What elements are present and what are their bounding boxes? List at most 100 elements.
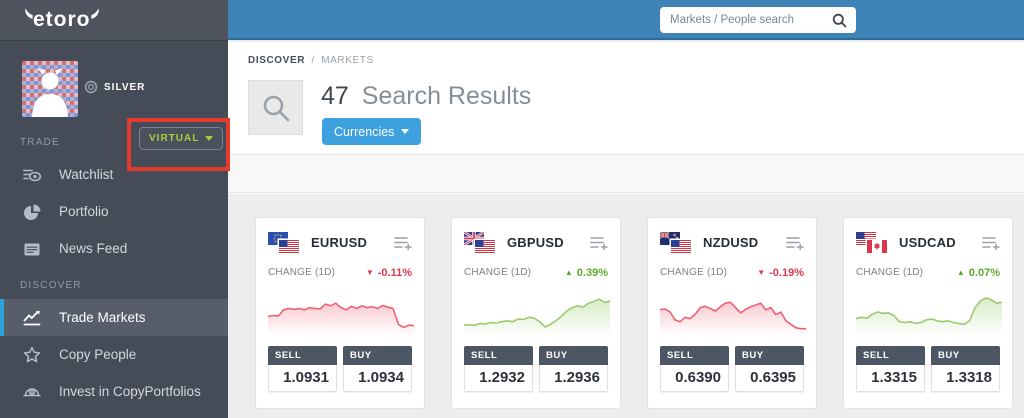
buy-price: 1.2936 xyxy=(539,365,608,392)
sidebar-nav: Watchlist Portfolio News Feed DISCOVER T… xyxy=(0,156,228,410)
currency-pair-flags xyxy=(856,232,887,253)
currency-pair-flags xyxy=(660,232,691,253)
breadcrumb-separator: / xyxy=(311,55,315,66)
sidebar-item-label: Trade Markets xyxy=(59,310,146,325)
add-to-watchlist-icon[interactable] xyxy=(786,236,804,250)
breadcrumb-discover[interactable]: DISCOVER xyxy=(248,55,306,66)
change-value: ▼ -0.11% xyxy=(366,267,412,279)
main-content: DISCOVER / MARKETS 47 Search Results Cur… xyxy=(228,42,1024,418)
buy-label: BUY xyxy=(931,346,1000,365)
sidebar-item-portfolio[interactable]: Portfolio xyxy=(0,193,228,230)
quote-currency-flag-icon xyxy=(475,240,495,253)
portfolio-pie-icon xyxy=(24,204,41,220)
topbar xyxy=(228,0,1024,40)
sidebar-item-watchlist[interactable]: Watchlist xyxy=(0,156,228,193)
change-percent: 0.39% xyxy=(576,267,608,279)
sidebar-item-label: Watchlist xyxy=(59,167,114,182)
filter-band xyxy=(228,154,1024,193)
change-label: CHANGE (1D) xyxy=(464,267,532,278)
global-search-box[interactable] xyxy=(660,7,856,33)
buy-button[interactable]: BUY 0.6395 xyxy=(735,346,804,392)
change-value: ▼ -0.19% xyxy=(757,267,804,279)
sidebar-item-news-feed[interactable]: News Feed xyxy=(0,230,228,267)
change-label: CHANGE (1D) xyxy=(660,267,728,278)
change-value: ▲ 0.39% xyxy=(565,267,608,279)
badge-label: SILVER xyxy=(104,81,146,93)
sidebar-header: etoro xyxy=(0,0,228,41)
instrument-symbol[interactable]: USDCAD xyxy=(899,235,956,250)
membership-badge: SILVER xyxy=(84,80,145,94)
trade-markets-icon xyxy=(23,310,41,325)
trade-buttons: SELL 1.2932 BUY 1.2936 xyxy=(464,346,608,392)
instrument-symbol[interactable]: GBPUSD xyxy=(507,235,564,250)
breadcrumb-markets[interactable]: MARKETS xyxy=(321,55,374,66)
search-results-tile xyxy=(248,80,303,135)
change-row: CHANGE (1D) ▲ 0.07% xyxy=(856,267,1000,279)
quote-currency-flag-icon xyxy=(867,240,887,253)
add-to-watchlist-icon[interactable] xyxy=(590,236,608,250)
sell-button[interactable]: SELL 1.2932 xyxy=(464,346,533,392)
sell-price: 1.3315 xyxy=(856,365,925,392)
sidebar-item-label: Copy People xyxy=(59,347,137,362)
etoro-logo[interactable]: etoro xyxy=(24,8,100,30)
add-to-watchlist-icon[interactable] xyxy=(394,236,412,250)
buy-price: 1.3318 xyxy=(931,365,1000,392)
sell-label: SELL xyxy=(268,346,337,365)
logo-right-horn-icon xyxy=(90,8,99,19)
logo-left-horn-icon xyxy=(25,8,33,19)
instrument-card-eurusd[interactable]: EURUSD CHANGE (1D) ▼ -0.11% SELL 1.09 xyxy=(255,217,425,409)
sell-price: 1.2932 xyxy=(464,365,533,392)
add-to-watchlist-icon[interactable] xyxy=(982,236,1000,250)
instrument-symbol[interactable]: NZDUSD xyxy=(703,235,759,250)
currencies-filter-button[interactable]: Currencies xyxy=(322,118,422,145)
instrument-card-gbpusd[interactable]: GBPUSD CHANGE (1D) ▲ 0.39% SELL 1.293 xyxy=(451,217,621,409)
search-icon[interactable] xyxy=(832,13,847,28)
sell-label: SELL xyxy=(660,346,729,365)
sidebar-item-copy-people[interactable]: Copy People xyxy=(0,336,228,373)
sidebar-item-label: News Feed xyxy=(59,241,128,256)
buy-button[interactable]: BUY 1.0934 xyxy=(343,346,412,392)
sparkline-chart xyxy=(856,297,1002,336)
sell-button[interactable]: SELL 1.0931 xyxy=(268,346,337,392)
buy-button[interactable]: BUY 1.3318 xyxy=(931,346,1000,392)
change-value: ▲ 0.07% xyxy=(957,267,1000,279)
instrument-card-nzdusd[interactable]: NZDUSD CHANGE (1D) ▼ -0.19% SELL 0.63 xyxy=(647,217,817,409)
card-header: EURUSD xyxy=(268,232,412,253)
copyportfolios-icon xyxy=(23,387,41,396)
virtual-mode-label: VIRTUAL xyxy=(149,133,200,144)
instrument-symbol[interactable]: EURUSD xyxy=(311,235,368,250)
buy-label: BUY xyxy=(343,346,412,365)
card-header: NZDUSD xyxy=(660,232,804,253)
instrument-card-usdcad[interactable]: USDCAD CHANGE (1D) ▲ 0.07% SELL 1.331 xyxy=(843,217,1013,409)
quote-currency-flag-icon xyxy=(671,240,691,253)
buy-button[interactable]: BUY 1.2936 xyxy=(539,346,608,392)
trade-buttons: SELL 1.3315 BUY 1.3318 xyxy=(856,346,1000,392)
buy-price: 1.0934 xyxy=(343,365,412,392)
change-direction-icon: ▲ xyxy=(956,268,965,277)
virtual-mode-button[interactable]: VIRTUAL xyxy=(139,127,224,150)
change-percent: -0.11% xyxy=(377,267,412,279)
news-feed-icon xyxy=(24,243,40,255)
discover-section-label: DISCOVER xyxy=(20,280,82,291)
sparkline-chart xyxy=(268,302,414,336)
sell-button[interactable]: SELL 1.3315 xyxy=(856,346,925,392)
sell-button[interactable]: SELL 0.6390 xyxy=(660,346,729,392)
avatar[interactable] xyxy=(22,61,78,117)
magnifier-icon xyxy=(263,95,289,121)
results-count: 47 xyxy=(321,82,349,110)
sell-label: SELL xyxy=(856,346,925,365)
change-direction-icon: ▼ xyxy=(365,268,374,277)
buy-label: BUY xyxy=(735,346,804,365)
card-header: GBPUSD xyxy=(464,232,608,253)
sidebar-item-copyportfolios[interactable]: Invest in CopyPortfolios xyxy=(0,373,228,410)
sell-price: 0.6390 xyxy=(660,365,729,392)
quote-currency-flag-icon xyxy=(279,240,299,253)
silver-medal-icon xyxy=(84,80,98,94)
change-label: CHANGE (1D) xyxy=(856,267,924,278)
sell-price: 1.0931 xyxy=(268,365,337,392)
change-direction-icon: ▲ xyxy=(564,268,573,277)
change-row: CHANGE (1D) ▲ 0.39% xyxy=(464,267,608,279)
sidebar-item-trade-markets[interactable]: Trade Markets xyxy=(0,299,228,336)
search-input[interactable] xyxy=(660,14,832,26)
change-row: CHANGE (1D) ▼ -0.19% xyxy=(660,267,804,279)
